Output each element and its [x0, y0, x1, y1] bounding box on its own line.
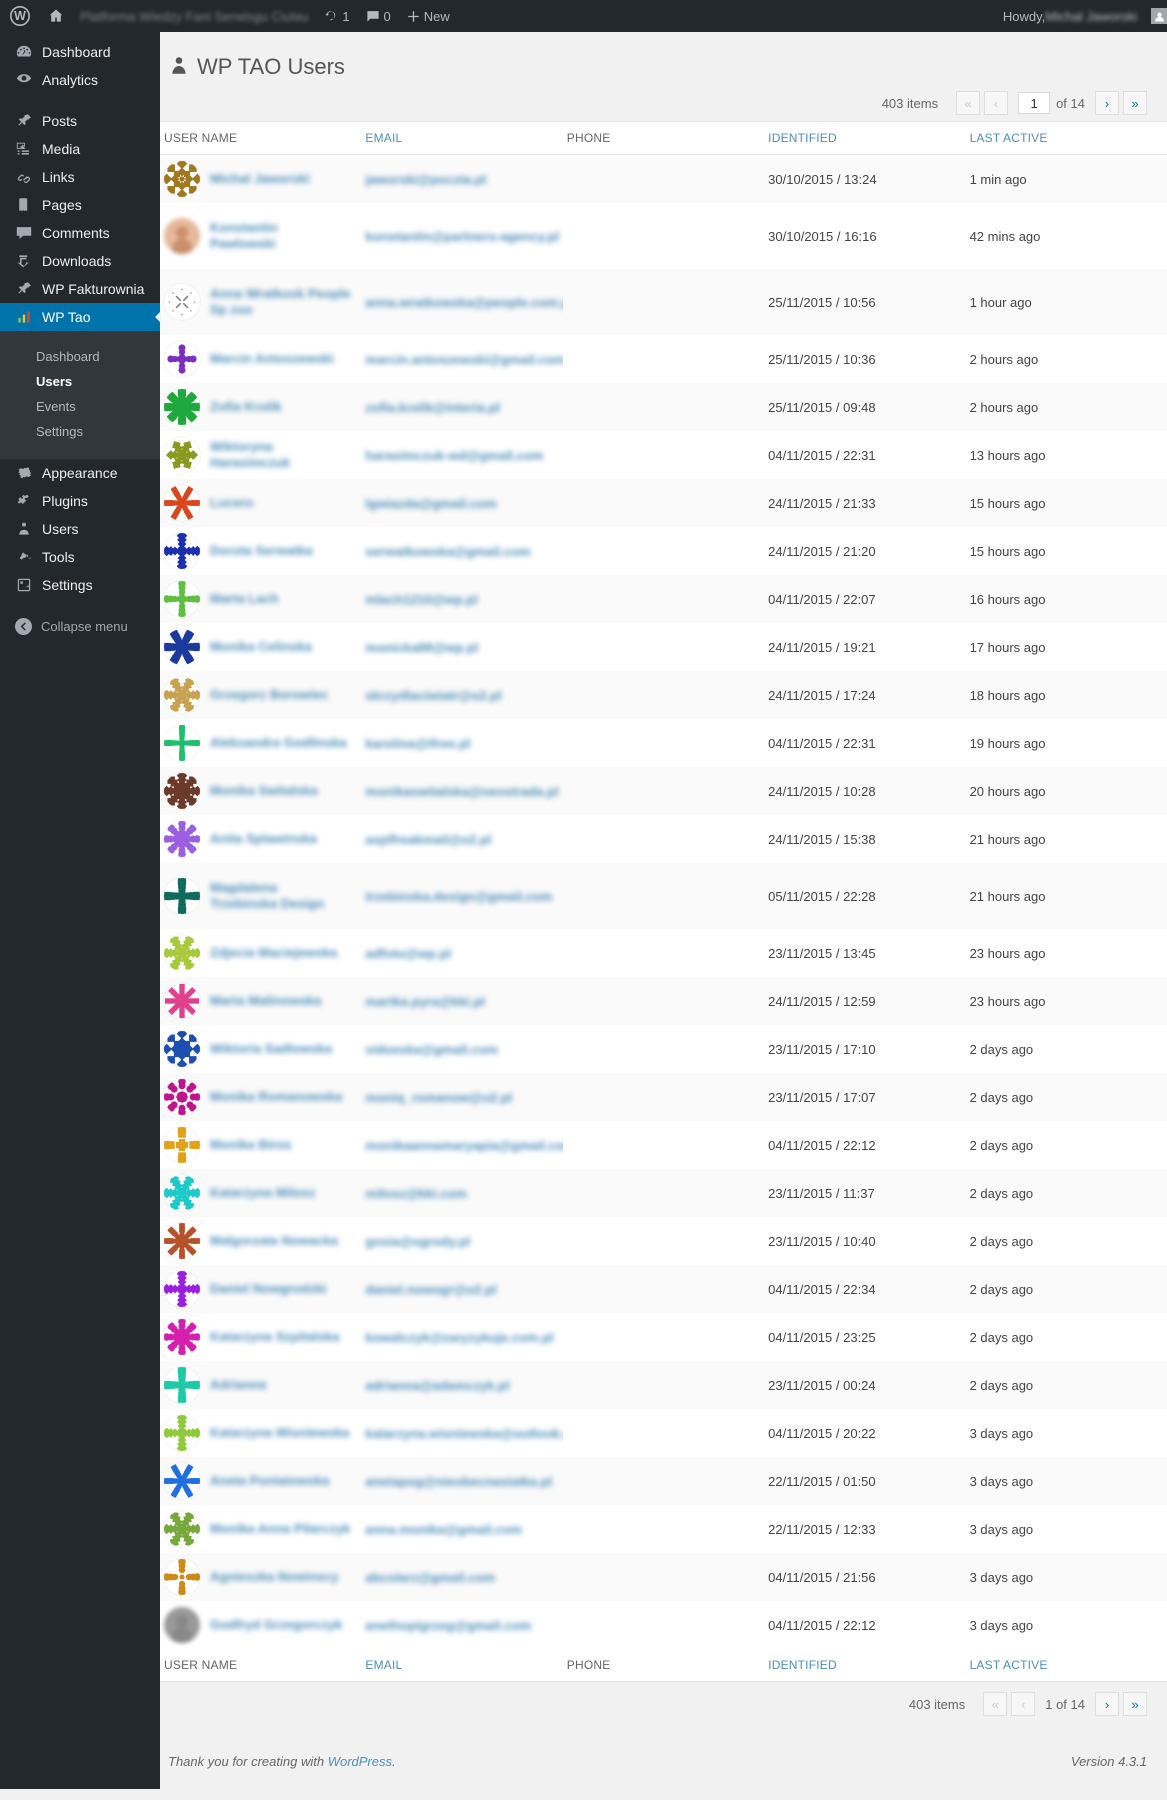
svg-text:W: W [14, 9, 26, 23]
